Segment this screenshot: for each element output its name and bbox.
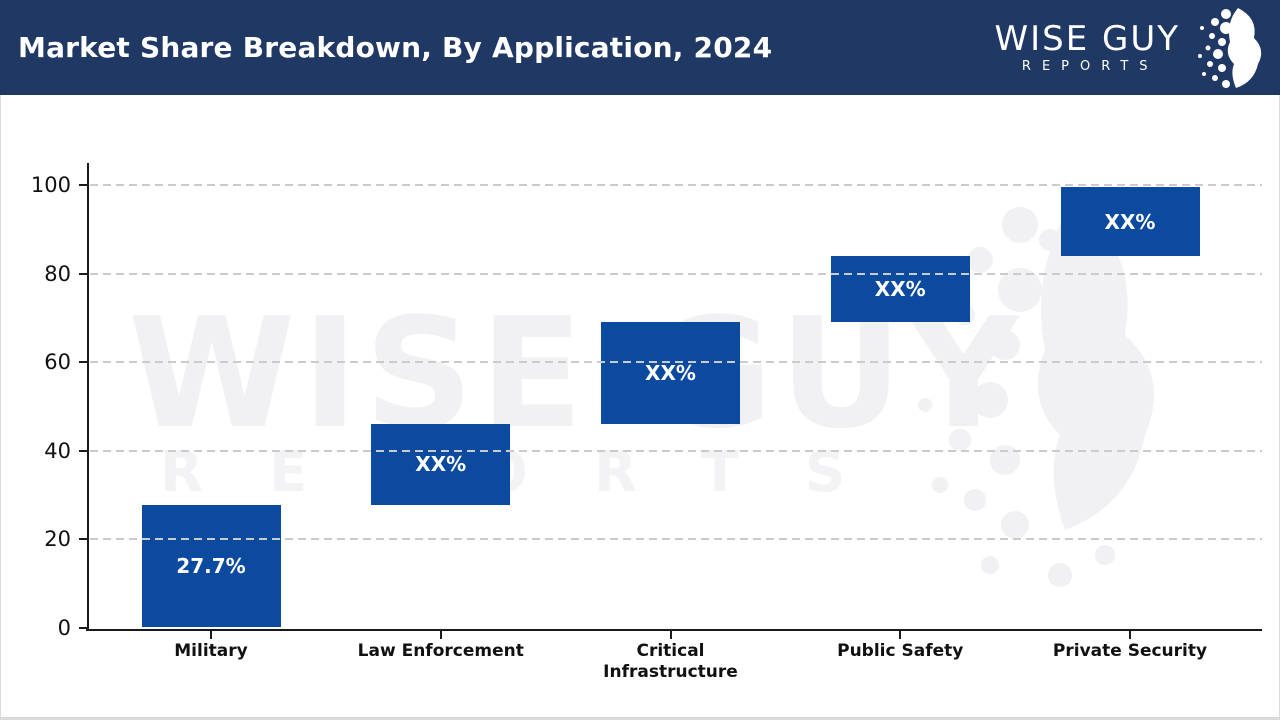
x-category-label-military: Military <box>174 641 248 661</box>
bottom-border <box>0 717 1280 719</box>
x-category-label-law-enforcement: Law Enforcement <box>357 641 524 661</box>
x-category-label-public-safety: Public Safety <box>837 641 964 661</box>
x-tick-mark-public-safety <box>899 629 902 639</box>
x-tick-mark-critical-infrastructure <box>669 629 672 639</box>
gridline-100 <box>90 184 1262 186</box>
x-tick-mark-law-enforcement <box>439 629 442 639</box>
bar-critical-infrastructure <box>601 322 740 424</box>
y-tick-mark-60 <box>79 361 87 363</box>
x-category-label-critical-infrastructure: Critical Infrastructure <box>603 641 738 682</box>
gridline-20 <box>90 538 1262 540</box>
bar-value-label-critical-infrastructure: XX% <box>645 361 696 386</box>
logo-wordmark: WISE GUY <box>994 19 1180 59</box>
bar-law-enforcement <box>371 423 511 505</box>
face-logo-icon <box>1198 7 1262 88</box>
x-category-label-private-security: Private Security <box>1052 641 1208 661</box>
logo-text: WISE GUY REPORTS <box>994 21 1180 74</box>
logo-subtitle: REPORTS <box>1021 59 1159 74</box>
y-tick-label-40: 40 <box>44 438 71 463</box>
bar-value-label-public-safety: XX% <box>874 276 926 301</box>
header: Market Share Breakdown, By Application, … <box>0 0 1280 95</box>
gridline-40 <box>90 449 1262 452</box>
y-tick-label-20: 20 <box>44 527 71 551</box>
y-tick-label-100: 100 <box>30 173 71 197</box>
bar-private-security <box>1060 187 1200 256</box>
y-tick-mark-0 <box>79 626 87 629</box>
y-tick-label-80: 80 <box>44 261 71 286</box>
bar-value-label-military: 27.7% <box>176 554 246 579</box>
x-tick-mark-military <box>210 629 212 639</box>
bar-value-label-private-security: XX% <box>1104 209 1156 234</box>
gridline-80 <box>90 272 1262 275</box>
page-title: Market Share Breakdown, By Application, … <box>18 31 773 64</box>
y-tick-label-60: 60 <box>44 350 71 374</box>
bar-military <box>141 504 281 628</box>
y-axis-spine <box>87 163 89 631</box>
plot-area: WISE GUY REPORTS 27.7% XX% XX% XX% XX% 0 20 40… <box>0 95 1280 720</box>
y-tick-mark-20 <box>79 538 87 540</box>
y-tick-mark-40 <box>79 449 87 452</box>
x-axis-spine <box>86 629 1262 631</box>
gridline-60 <box>90 361 1262 363</box>
y-tick-mark-80 <box>79 272 87 275</box>
bar-public-safety <box>830 255 970 323</box>
x-tick-mark-private-security <box>1129 629 1131 639</box>
y-tick-mark-100 <box>79 184 87 186</box>
wiseguy-logo: WISE GUY REPORTS <box>994 4 1266 92</box>
y-tick-label-0: 0 <box>57 615 71 640</box>
bar-value-label-law-enforcement: XX% <box>415 452 467 477</box>
